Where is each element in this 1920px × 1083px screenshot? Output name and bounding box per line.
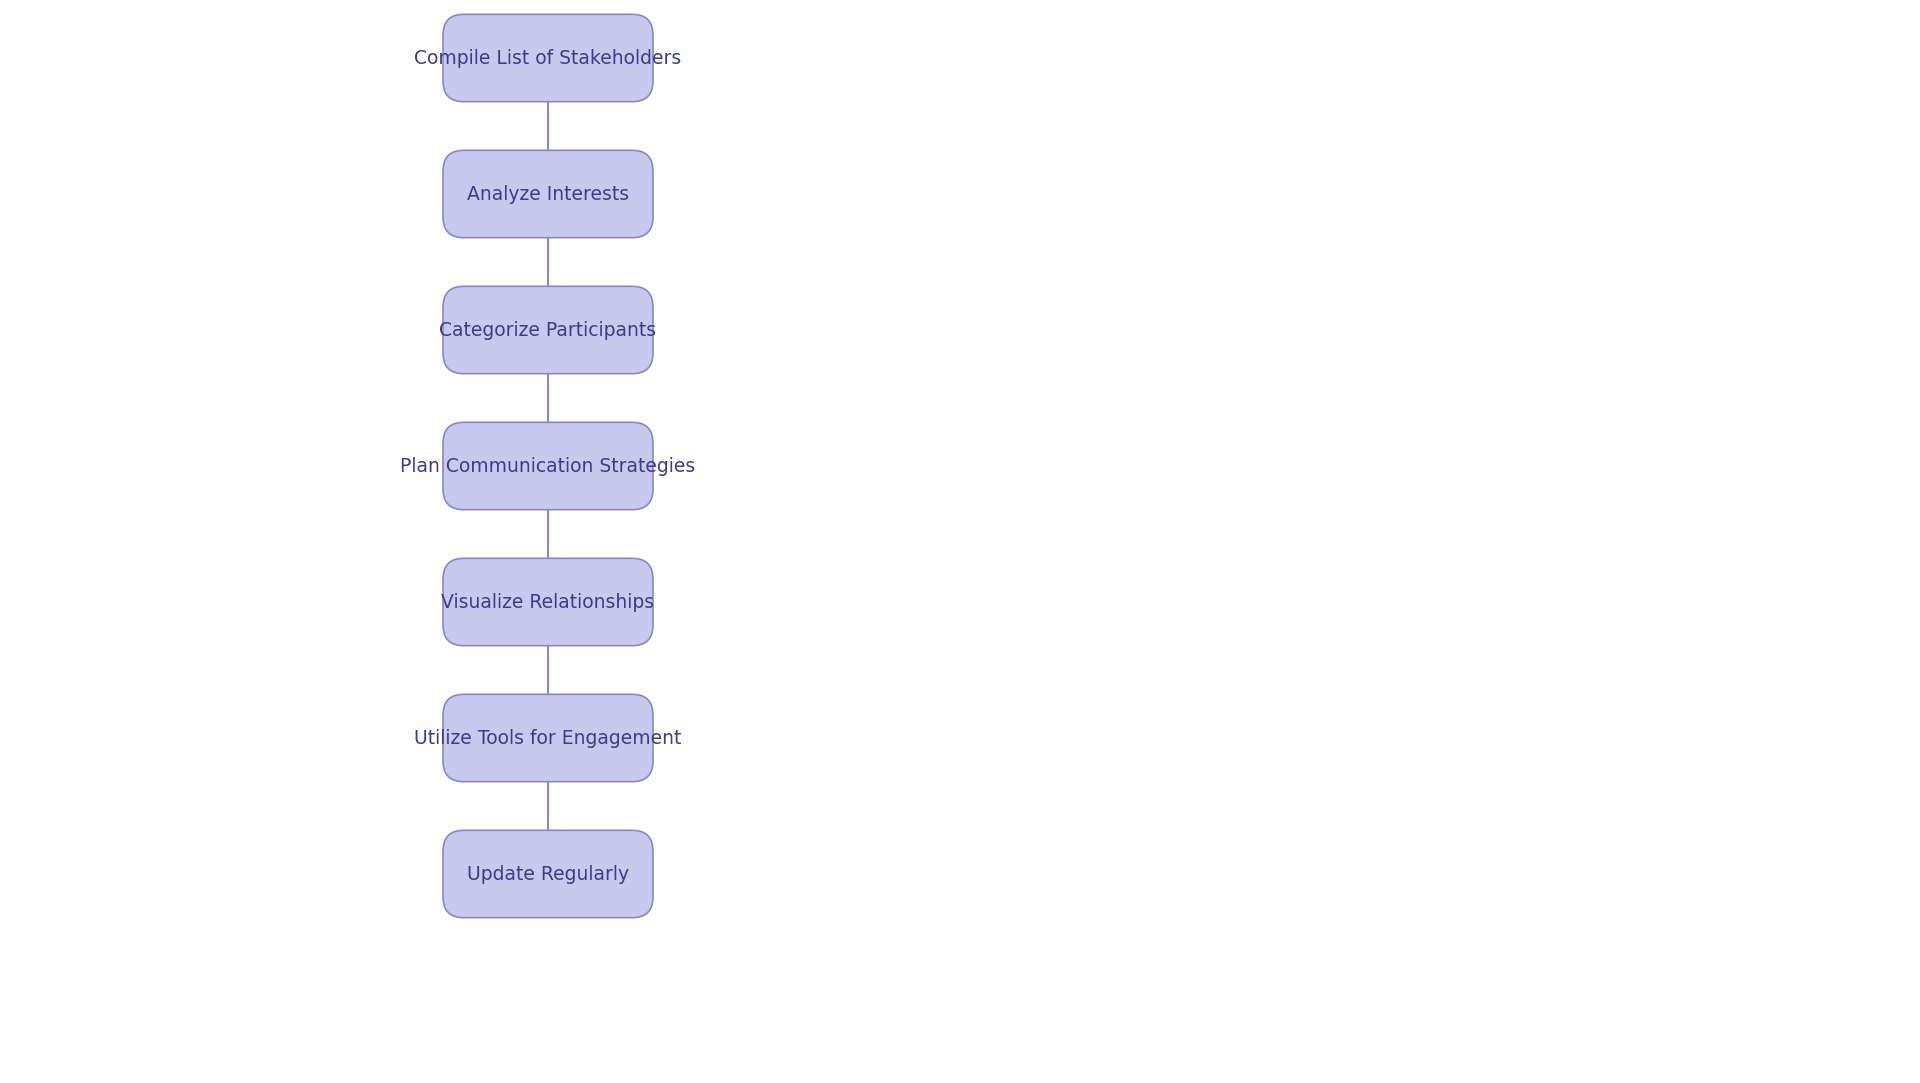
Text: Utilize Tools for Engagement: Utilize Tools for Engagement <box>415 729 682 747</box>
Text: Visualize Relationships: Visualize Relationships <box>442 592 655 612</box>
Text: Analyze Interests: Analyze Interests <box>467 184 630 204</box>
FancyBboxPatch shape <box>444 559 653 645</box>
Text: Compile List of Stakeholders: Compile List of Stakeholders <box>415 49 682 67</box>
Text: Plan Communication Strategies: Plan Communication Strategies <box>401 457 695 475</box>
Text: Categorize Participants: Categorize Participants <box>440 321 657 339</box>
FancyBboxPatch shape <box>444 831 653 917</box>
FancyBboxPatch shape <box>444 14 653 102</box>
FancyBboxPatch shape <box>444 694 653 782</box>
FancyBboxPatch shape <box>444 422 653 510</box>
FancyBboxPatch shape <box>444 151 653 237</box>
FancyBboxPatch shape <box>444 286 653 374</box>
Text: Update Regularly: Update Regularly <box>467 864 630 884</box>
